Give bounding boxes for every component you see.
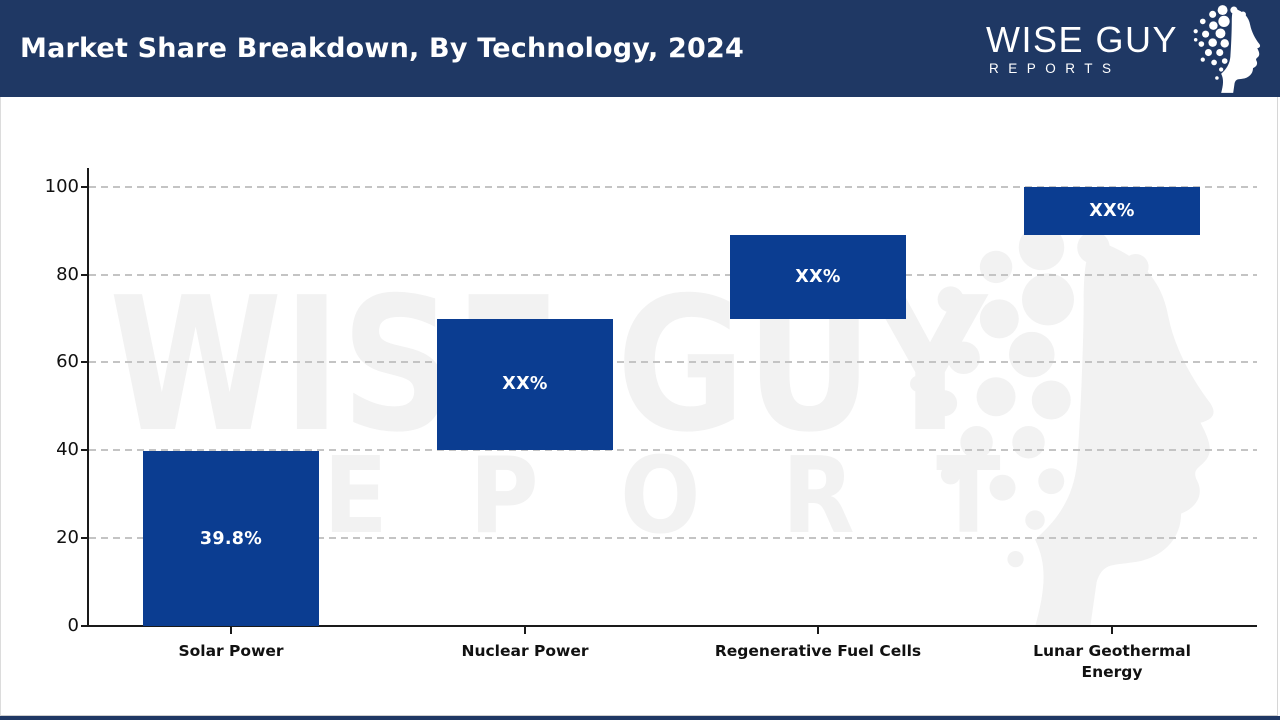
category-label: Nuclear Power — [461, 642, 589, 660]
logo-text: WISE GUY REPORTS — [985, 18, 1178, 76]
bar-lunar-geothermal-energy: XX% — [1024, 186, 1200, 236]
logo-wordmark: WISE GUY — [985, 18, 1178, 60]
plot-area: 0 20 40 60 80 100 39.8% Solar Power XX% Nuclear P… — [1, 97, 1277, 715]
x-axis-spine — [87, 625, 1257, 627]
page-title: Market Share Breakdown, By Technology, 2… — [20, 33, 745, 64]
bar-regenerative-fuel-cells: XX% — [730, 235, 906, 319]
gridline — [89, 185, 1257, 188]
y-tick-mark — [81, 449, 89, 452]
y-tick-mark — [81, 537, 89, 540]
bar-value-label: XX% — [1089, 200, 1135, 221]
y-tick-label: 80 — [56, 263, 79, 285]
bar-nuclear-power: XX% — [437, 318, 613, 451]
dot-head-profile-icon — [1193, 4, 1261, 93]
y-tick-mark — [81, 185, 89, 188]
y-tick-label: 60 — [56, 351, 79, 373]
y-tick-mark — [81, 361, 89, 364]
gridline — [89, 273, 1257, 276]
bar-solar-power: 39.8% — [143, 451, 319, 626]
wise-guy-logo: WISE GUY REPORTS — [986, 3, 1280, 95]
y-tick-label: 20 — [56, 527, 79, 549]
category-label: Regenerative Fuel Cells — [714, 642, 922, 660]
x-tick-mark — [1111, 627, 1113, 634]
y-tick-mark — [81, 273, 89, 276]
bar-value-label: XX% — [795, 266, 841, 287]
gridline — [89, 361, 1257, 364]
x-tick-mark — [230, 627, 232, 634]
logo-subtitle: REPORTS — [988, 60, 1121, 76]
category-label: Solar Power — [178, 642, 284, 660]
gridline — [89, 537, 1257, 540]
footer-accent-bar — [0, 716, 1280, 720]
y-tick-mark — [81, 625, 89, 627]
figure-area: WISE GUY R E P O R T S 0 20 40 60 80 100 39.8%… — [0, 97, 1278, 716]
header-bar: Market Share Breakdown, By Technology, 2… — [0, 0, 1280, 97]
bar-value-label: XX% — [502, 374, 548, 395]
y-tick-label: 40 — [56, 439, 79, 461]
bar-value-label: 39.8% — [199, 528, 263, 549]
category-label: Lunar Geothermal Energy — [1033, 642, 1191, 681]
x-tick-mark — [817, 627, 819, 634]
gridline — [89, 449, 1257, 452]
x-tick-mark — [524, 627, 526, 634]
y-tick-label: 0 — [67, 615, 79, 636]
y-axis-spine — [87, 168, 89, 627]
y-tick-label: 100 — [44, 175, 79, 197]
